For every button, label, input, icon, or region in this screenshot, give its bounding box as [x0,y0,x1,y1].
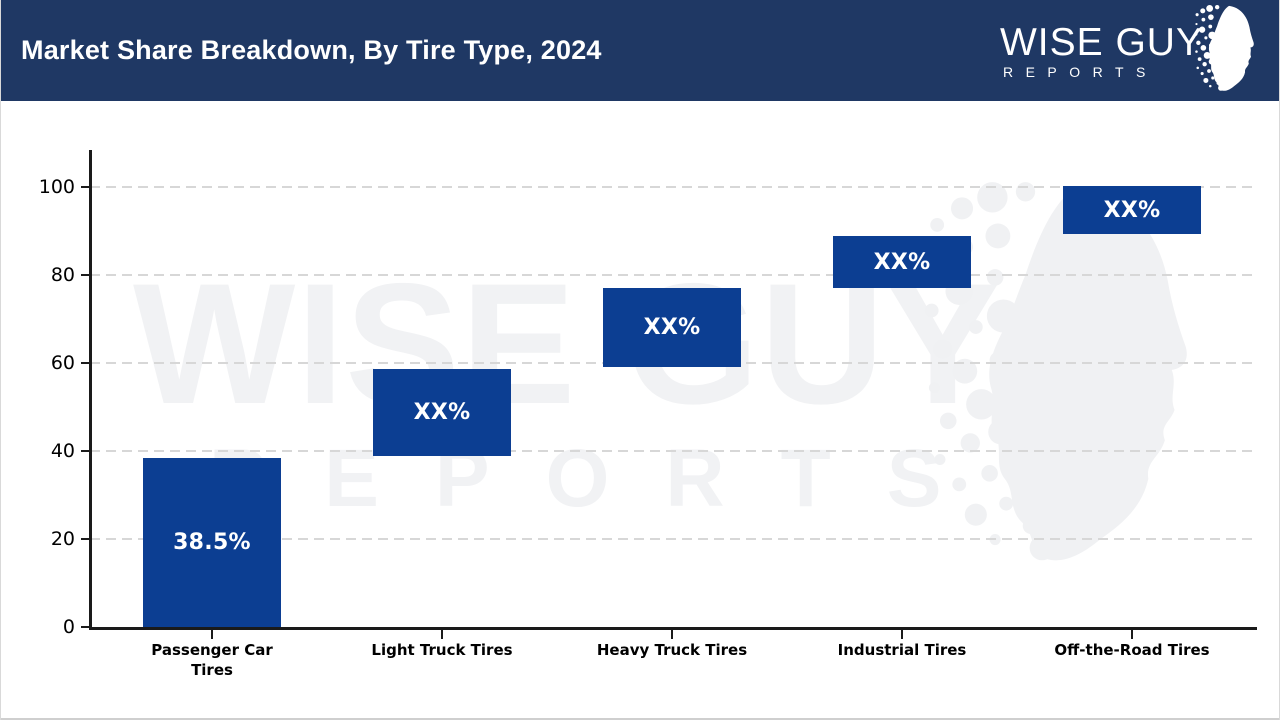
category-label: Passenger Car Tires [151,641,273,680]
x-tick-4 [900,629,904,639]
y-tick-40 [81,449,90,453]
bar-value-label: 38.5% [173,529,251,555]
y-tick-label-60: 60 [50,352,75,374]
category-label: Light Truck Tires [371,641,513,659]
logo-text: WISE GUY REPORTS [1000,23,1203,79]
y-tick-label-0: 0 [62,616,75,638]
bar-4: XX% [833,235,971,289]
bar-value-label: XX% [873,249,931,275]
bar-5: XX% [1063,186,1201,235]
bottom-divider [1,718,1279,720]
wiseguy-logo: WISE GUY REPORTS [1000,4,1263,98]
x-axis-line [89,627,1257,630]
y-tick-label-80: 80 [50,264,75,286]
y-tick-100 [81,185,90,189]
page-title: Market Share Breakdown, By Tire Type, 20… [21,35,602,65]
y-tick-label-20: 20 [50,528,75,550]
logo-wordmark: WISE GUY [999,20,1203,64]
category-label: Off-the-Road Tires [1054,641,1210,659]
bar-value-label: XX% [1103,197,1161,223]
category-label: Heavy Truck Tires [596,641,748,659]
y-tick-20 [81,537,90,541]
y-tick-80 [81,273,90,277]
gridline-100 [90,186,1257,188]
x-tick-5 [1130,629,1134,639]
x-tick-1 [210,629,214,639]
category-label: Industrial Tires [837,641,967,659]
bar-2: XX% [373,369,511,456]
bar-value-label: XX% [413,399,471,425]
y-tick-label-100: 100 [38,176,75,198]
logo-subtext: REPORTS [1002,63,1158,80]
y-tick-60 [81,361,90,365]
y-tick-label-40: 40 [50,440,75,462]
gridline-20 [90,538,1257,540]
gridline-40 [90,450,1257,452]
x-tick-2 [440,629,444,639]
gridline-80 [90,274,1257,276]
x-tick-3 [670,629,674,639]
y-tick-0 [81,625,90,629]
header: Market Share Breakdown, By Tire Type, 20… [1,0,1279,101]
bar-value-label: XX% [643,315,701,341]
bar-1: 38.5% [143,457,281,627]
y-axis-line [89,150,92,629]
bar-3: XX% [603,288,741,367]
